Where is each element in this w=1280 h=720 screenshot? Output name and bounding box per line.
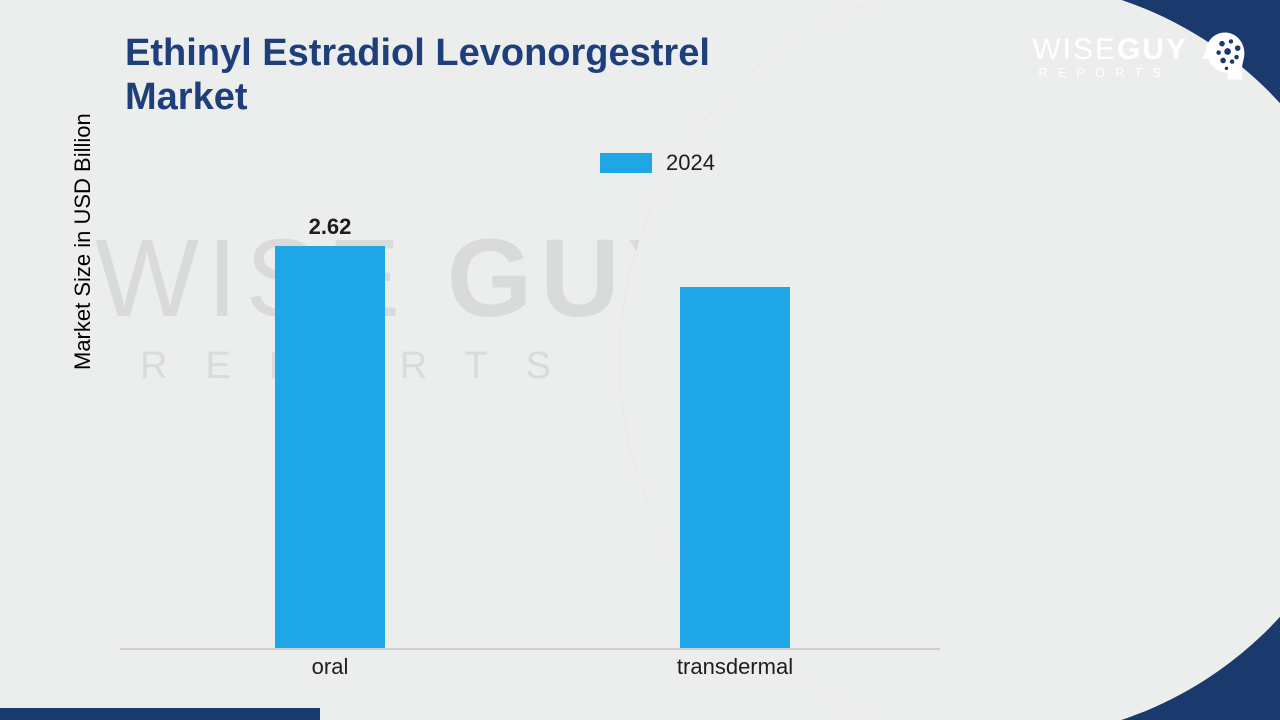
legend-swatch bbox=[600, 153, 652, 173]
bar-oral: 2.62oral bbox=[275, 246, 385, 648]
legend-label: 2024 bbox=[666, 150, 715, 176]
legend: 2024 bbox=[600, 150, 715, 176]
x-axis-label: oral bbox=[230, 648, 430, 680]
brand-logo-main: WISEGUY bbox=[1032, 33, 1188, 67]
brand-logo-sub: REPORTS bbox=[1032, 65, 1188, 80]
bar-value-label: 2.62 bbox=[275, 214, 385, 240]
brand-head-icon bbox=[1194, 28, 1250, 84]
x-axis-label: transdermal bbox=[635, 648, 835, 680]
brand-logo: WISEGUY REPORTS bbox=[1000, 28, 1250, 84]
chart-canvas: WISE GUY REPORTS WISEGUY REPORTS bbox=[0, 0, 1280, 720]
brand-logo-bold: GUY bbox=[1117, 33, 1188, 66]
chart-title: Ethinyl Estradiol Levonorgestrel Market bbox=[125, 32, 825, 119]
bar-transdermal: transdermal bbox=[680, 287, 790, 648]
y-axis-label: Market Size in USD Billion bbox=[70, 113, 96, 370]
brand-logo-light: WISE bbox=[1032, 33, 1117, 66]
plot-area: 2.62oral transdermal bbox=[120, 190, 940, 650]
bottom-accent-bar bbox=[0, 708, 320, 720]
